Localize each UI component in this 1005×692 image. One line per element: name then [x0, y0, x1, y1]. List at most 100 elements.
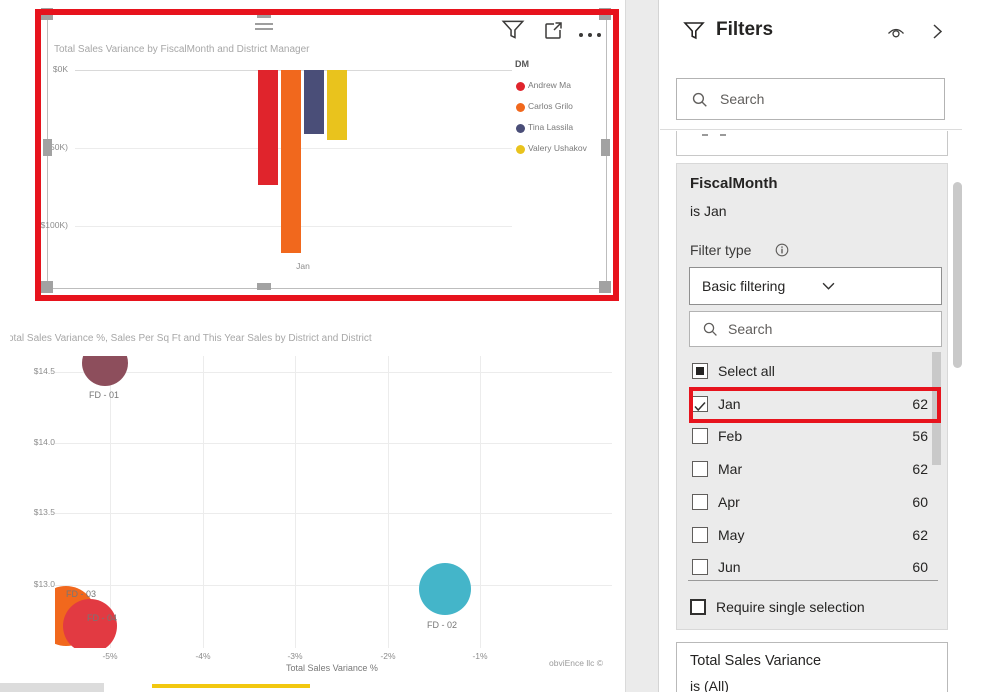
scatter-gridline	[295, 356, 296, 648]
bubble-fd-01[interactable]	[82, 356, 128, 386]
filters-search-input[interactable]	[718, 90, 944, 108]
scatter-y-tick: $13.0	[33, 579, 55, 589]
canvas-pane-gutter	[625, 0, 659, 692]
resize-handle-bottom-center[interactable]	[257, 283, 271, 290]
bubble-fd-02[interactable]	[419, 563, 471, 615]
value-list-scrollbar[interactable]	[932, 352, 941, 465]
watermark: obviEnce llc ©	[549, 658, 603, 668]
filter-value-row-jan[interactable]: Jan 62	[676, 389, 932, 419]
filter-type-dropdown[interactable]: Basic filtering	[689, 267, 942, 305]
scatter-gridline	[55, 513, 612, 514]
bar-y-tick: ($100K)	[37, 220, 68, 230]
value-label: Jan	[718, 396, 741, 412]
scatter-gridline	[55, 443, 612, 444]
value-checkbox[interactable]	[692, 559, 708, 575]
filter-type-label: Filter type	[690, 242, 752, 258]
value-label: Apr	[718, 494, 740, 510]
bar-chart-visual[interactable]	[47, 14, 607, 289]
filter-card-summary: is Jan	[690, 203, 727, 219]
bar-y-tick: ($50K)	[42, 142, 68, 152]
resize-handle-bottom-left[interactable]	[41, 281, 53, 293]
value-checkbox[interactable]	[692, 494, 708, 510]
filter-type-value: Basic filtering	[702, 278, 786, 294]
value-count: 56	[912, 428, 928, 444]
filter-value-row-apr[interactable]: Apr 60	[676, 487, 932, 517]
scatter-x-tick: -3%	[287, 651, 303, 661]
bubble-fd-04[interactable]	[63, 599, 117, 648]
bar-andrew-ma[interactable]	[258, 70, 278, 185]
total-sales-variance-filter-card	[676, 642, 948, 692]
filter-card-title[interactable]: FiscalMonth	[690, 175, 778, 192]
select-all-row[interactable]: Select all	[676, 356, 932, 386]
fiscalmonth-filter-card	[676, 163, 948, 630]
resize-handle-mid-left[interactable]	[43, 139, 52, 156]
indeterminate-mark	[696, 367, 704, 375]
collapse-pane-chevron-right-icon[interactable]	[931, 23, 943, 40]
value-checkbox[interactable]	[692, 428, 708, 444]
scatter-gridline	[203, 356, 204, 648]
filter-value-row-mar[interactable]: Mar 62	[676, 454, 932, 484]
value-checkbox[interactable]	[692, 461, 708, 477]
value-count: 62	[912, 527, 928, 543]
bar-tina-lassila[interactable]	[304, 70, 324, 134]
legend-dot	[516, 145, 525, 154]
bubble-label: FD - 01	[88, 390, 119, 400]
scatter-gridline	[110, 356, 111, 648]
bubble-label: FD - 04	[86, 613, 117, 623]
value-label: Jun	[718, 559, 741, 575]
filters-pane-scrollbar[interactable]	[953, 182, 962, 368]
filter-values-search-input[interactable]	[726, 320, 941, 338]
filter-value-row-feb[interactable]: Feb 56	[676, 421, 932, 451]
legend-title: DM	[515, 59, 529, 69]
filter-values-search-box[interactable]	[689, 311, 942, 347]
check-icon	[694, 399, 706, 417]
bar-valery-ushakov[interactable]	[327, 70, 347, 140]
value-checkbox[interactable]	[692, 396, 708, 412]
resize-handle-top-left[interactable]	[41, 8, 53, 20]
value-label: May	[718, 527, 745, 543]
drag-handle-icon[interactable]	[255, 23, 273, 33]
scatter-gridline	[388, 356, 389, 648]
value-count: 60	[912, 559, 928, 575]
chevron-down-icon	[810, 282, 942, 290]
resize-handle-top-center[interactable]	[257, 11, 271, 18]
value-count: 62	[912, 396, 928, 412]
legend-dot	[516, 103, 525, 112]
scatter-x-axis-title: Total Sales Variance %	[286, 663, 378, 673]
value-count: 62	[912, 461, 928, 477]
visual-filter-icon[interactable]	[500, 17, 526, 43]
value-checkbox[interactable]	[692, 527, 708, 543]
clipped-filter-card[interactable]	[676, 131, 948, 156]
more-options-icon[interactable]	[577, 26, 603, 37]
scatter-chart-title-wrap: Total Sales Variance %, Sales Per Sq Ft …	[10, 333, 610, 347]
scatter-y-tick: $14.5	[33, 366, 55, 376]
filter-value-row-jun-clipped[interactable]: Jun 60	[676, 552, 932, 576]
resize-handle-top-right[interactable]	[599, 8, 611, 20]
bubble-label: FD - 03	[65, 589, 96, 599]
pane-divider	[660, 129, 962, 130]
resize-handle-bottom-right[interactable]	[599, 281, 611, 293]
bubble-label: FD - 02	[426, 620, 457, 630]
legend-dot	[516, 124, 525, 133]
scatter-gridline	[480, 356, 481, 648]
bar-carlos-grilo[interactable]	[281, 70, 301, 253]
value-count: 60	[912, 494, 928, 510]
filter-value-row-may[interactable]: May 62	[676, 520, 932, 550]
focus-mode-icon[interactable]	[541, 19, 565, 43]
scatter-y-tick: $13.5	[33, 507, 55, 517]
scatter-plot-area	[55, 356, 612, 648]
filters-search-box[interactable]	[676, 78, 945, 120]
bar-y-tick: $0K	[52, 64, 68, 74]
value-label: Feb	[718, 428, 743, 444]
require-single-label: Require single selection	[716, 599, 865, 615]
filters-pane-title: Filters	[716, 19, 774, 40]
info-icon[interactable]	[775, 243, 789, 257]
filter-card-title[interactable]: Total Sales Variance	[690, 653, 822, 669]
scatter-y-tick: $14.0	[33, 437, 55, 447]
select-all-checkbox[interactable]	[692, 363, 708, 379]
card-divider	[688, 580, 938, 581]
resize-handle-mid-right[interactable]	[601, 139, 610, 156]
require-single-checkbox[interactable]	[690, 599, 706, 615]
eye-icon[interactable]	[886, 25, 906, 40]
